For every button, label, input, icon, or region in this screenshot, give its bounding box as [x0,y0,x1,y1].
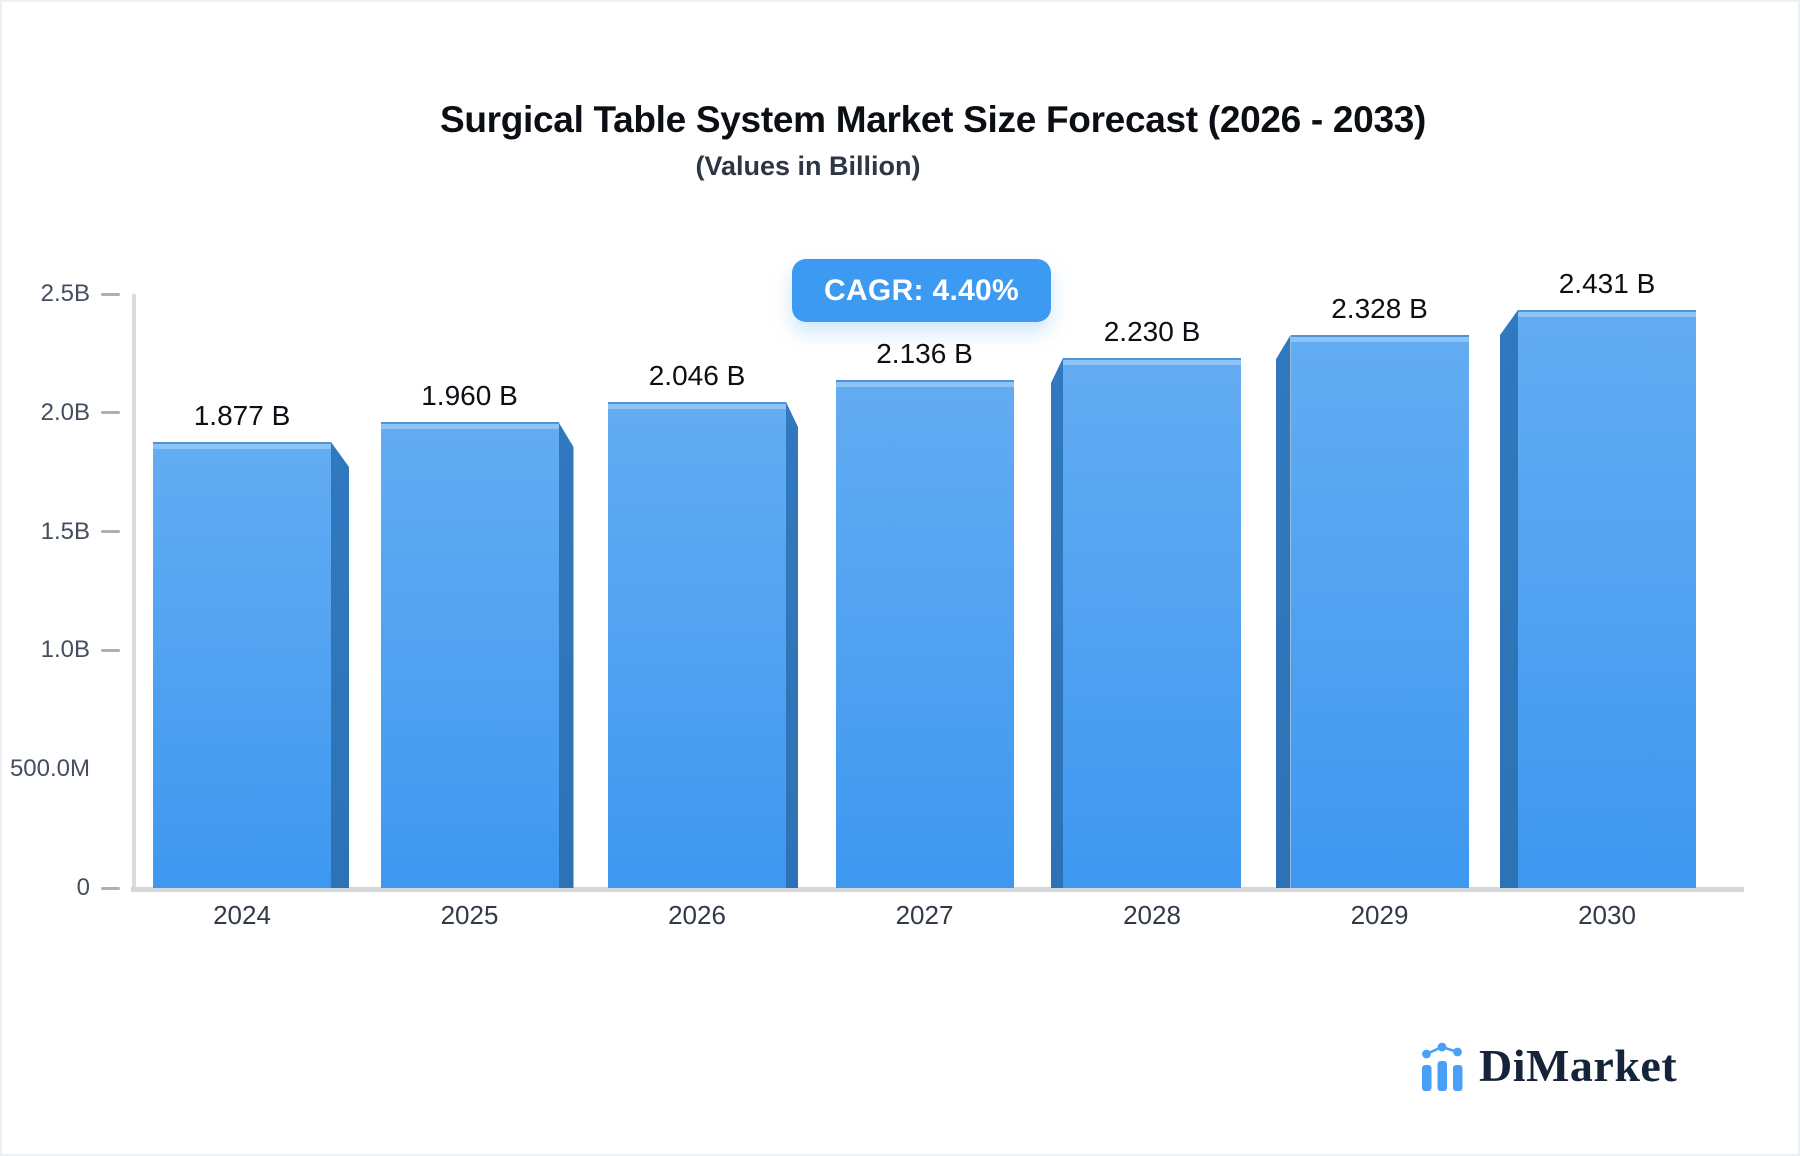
bar-value-label-2025: 1.960 B [421,380,518,411]
y-tick-label: 0 [76,874,90,901]
x-tick-label-2026: 2026 [668,900,726,930]
x-tick-label-2028: 2028 [1123,900,1181,930]
bar-side-face-2028 [1051,358,1063,888]
bar-top-highlight [835,382,1014,387]
bar-2025[interactable] [380,422,559,888]
bar-top-highlight [608,404,786,409]
x-axis-baseline [131,887,1744,892]
bar-value-label-2029: 2.328 B [1331,293,1428,324]
mini-bar-line-chart-icon [1418,1041,1466,1091]
y-tick-dash [101,530,120,534]
bar-2027[interactable] [835,380,1014,888]
y-axis-line [132,294,136,890]
bar-top-highlight [1290,337,1469,342]
chart-subtitle: (Values in Billion) [695,151,921,181]
y-tick-dash [101,411,120,415]
bar-top-highlight [1518,312,1696,317]
bar-side-face-2029 [1275,335,1291,888]
x-tick-label-2030: 2030 [1578,900,1636,930]
brand-logo: DiMarket [1418,1038,1677,1094]
bar-side-face-2025 [558,422,574,888]
bar-2026[interactable] [608,402,786,888]
bar-top-highlight [380,424,559,429]
y-tick-label: 2.5B [40,280,90,307]
x-tick-label-2027: 2027 [895,900,954,930]
bar-value-label-2026: 2.046 B [648,360,746,391]
bar-top-highlight [153,444,331,449]
y-tick-label: 1.5B [40,517,90,545]
brand-name: DiMarket [1479,1040,1678,1091]
bar-2030[interactable] [1518,310,1696,888]
bar-2024[interactable] [153,442,331,888]
x-tick-label-2029: 2029 [1350,900,1409,930]
bar-value-label-2030: 2.431 B [1558,268,1656,299]
x-tick-label-2024: 2024 [213,900,271,930]
chart-title: Surgical Table System Market Size Foreca… [439,99,1427,140]
bar-value-label-2028: 2.230 B [1103,316,1201,347]
bar-side-face-2030 [1500,310,1518,888]
cagr-badge: CAGR: 4.40% [792,259,1052,322]
y-tick-label: 500.0M [9,755,90,783]
y-tick-dash [101,648,120,652]
y-tick-dash [101,886,120,890]
y-tick-label: 2.0B [40,398,90,426]
bar-top-highlight [1063,360,1241,365]
x-tick-label-2025: 2025 [440,900,499,930]
bar-value-label-2027: 2.136 B [876,338,973,369]
bar-side-face-2026 [786,402,798,888]
y-tick-dash [101,292,120,296]
y-tick-label: 1.0B [40,636,90,664]
bar-2029[interactable] [1290,335,1469,888]
bar-value-label-2024: 1.877 B [193,400,291,431]
bar-side-face-2024 [331,442,349,888]
bar-2028[interactable] [1063,358,1241,888]
